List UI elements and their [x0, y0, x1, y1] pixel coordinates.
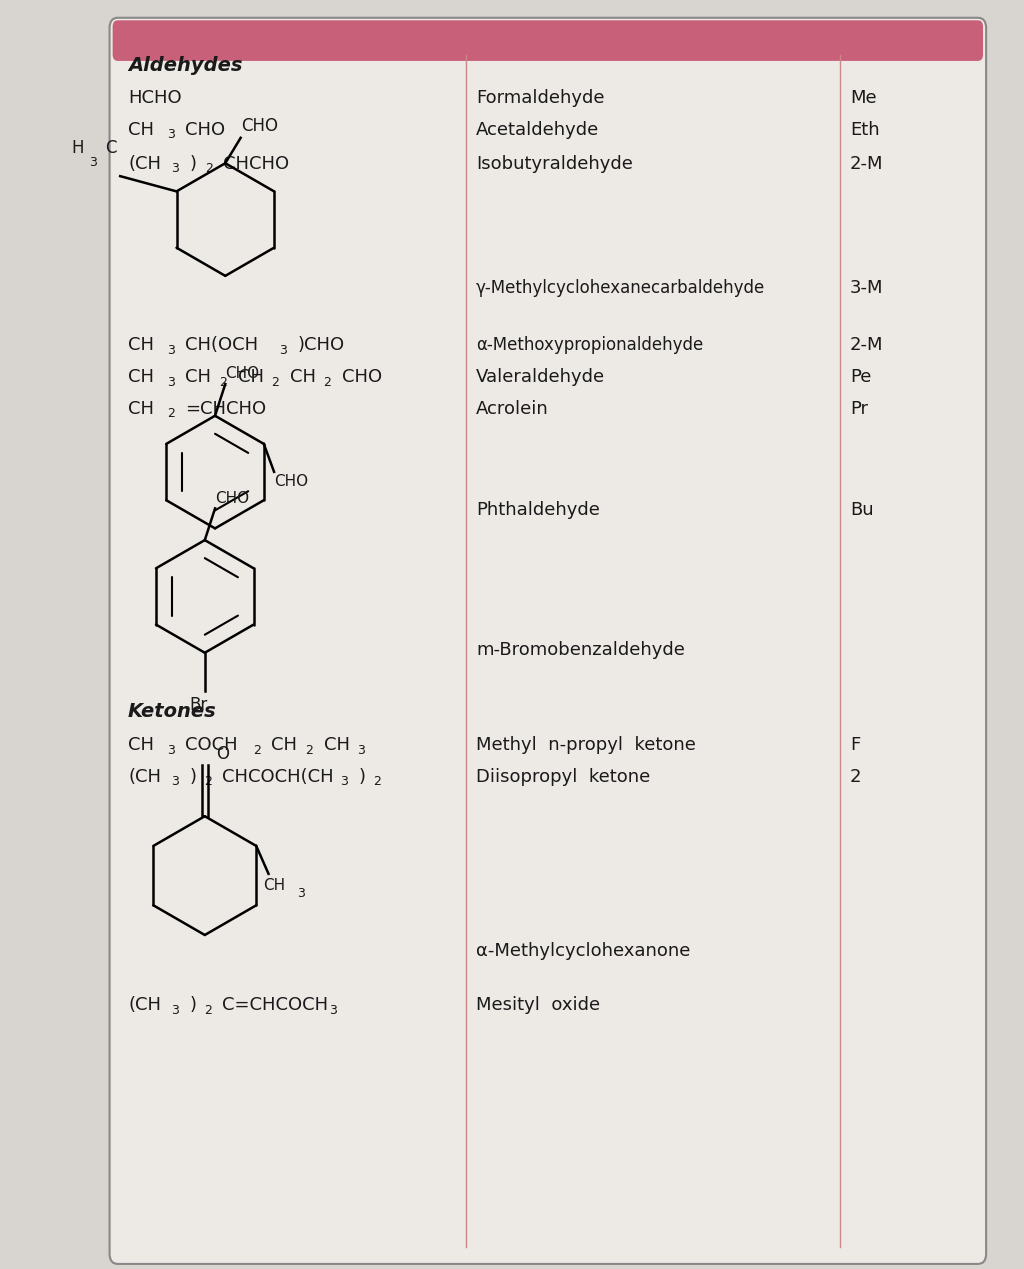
Text: Bu: Bu — [850, 501, 873, 519]
Text: 3: 3 — [357, 744, 366, 756]
Text: ): ) — [189, 996, 197, 1014]
Text: O: O — [216, 745, 229, 763]
Text: 2: 2 — [271, 376, 280, 388]
Text: F: F — [850, 736, 860, 754]
Text: Br: Br — [189, 695, 208, 714]
Text: 3: 3 — [167, 376, 175, 388]
Text: 2-M: 2-M — [850, 155, 884, 173]
Text: (CH: (CH — [128, 996, 161, 1014]
Text: HCHO: HCHO — [128, 89, 181, 107]
Text: Aldehydes: Aldehydes — [128, 56, 243, 75]
Text: ): ) — [189, 768, 197, 786]
Text: 2: 2 — [324, 376, 332, 388]
Text: 2: 2 — [204, 1004, 212, 1016]
Text: 2: 2 — [253, 744, 261, 756]
Text: CHCOCH(CH: CHCOCH(CH — [222, 768, 334, 786]
Text: Pr: Pr — [850, 400, 868, 418]
Text: 2: 2 — [373, 775, 381, 788]
FancyBboxPatch shape — [113, 20, 983, 61]
Text: m-Bromobenzaldehyde: m-Bromobenzaldehyde — [476, 641, 685, 659]
Text: Diisopropyl  ketone: Diisopropyl ketone — [476, 768, 650, 786]
Text: 3: 3 — [340, 775, 348, 788]
Text: Methyl  n-propyl  ketone: Methyl n-propyl ketone — [476, 736, 696, 754]
Text: Acetaldehyde: Acetaldehyde — [476, 121, 599, 138]
Text: 3: 3 — [280, 344, 288, 357]
Text: 3: 3 — [167, 744, 175, 756]
Text: C=CHCOCH: C=CHCOCH — [222, 996, 329, 1014]
Text: CHO: CHO — [274, 475, 308, 490]
Text: CHO: CHO — [185, 121, 225, 138]
Text: CHCHO: CHCHO — [223, 155, 290, 173]
Text: CH: CH — [185, 368, 211, 386]
Text: COCH: COCH — [185, 736, 238, 754]
Text: )CHO: )CHO — [298, 336, 345, 354]
Text: CHO: CHO — [215, 491, 249, 506]
Text: 3: 3 — [329, 1004, 337, 1016]
Text: 2: 2 — [167, 407, 175, 420]
Text: 3: 3 — [297, 887, 305, 900]
Text: CH: CH — [271, 736, 297, 754]
FancyBboxPatch shape — [110, 18, 986, 1264]
Text: CH(OCH: CH(OCH — [185, 336, 258, 354]
Text: 3: 3 — [171, 162, 179, 175]
Text: 2: 2 — [850, 768, 861, 786]
Text: CH: CH — [324, 736, 349, 754]
Text: ): ) — [358, 768, 366, 786]
Text: CH: CH — [128, 336, 154, 354]
Text: 3: 3 — [171, 775, 179, 788]
Text: CH: CH — [263, 878, 286, 892]
Text: Pe: Pe — [850, 368, 871, 386]
Text: ): ) — [189, 155, 197, 173]
Text: CH: CH — [128, 736, 154, 754]
Text: 2: 2 — [219, 376, 227, 388]
Text: α-Methoxypropionaldehyde: α-Methoxypropionaldehyde — [476, 336, 703, 354]
Text: =CHCHO: =CHCHO — [185, 400, 266, 418]
Text: CH: CH — [128, 121, 154, 138]
Text: H: H — [71, 140, 84, 157]
Text: 3: 3 — [167, 128, 175, 141]
Text: 2: 2 — [205, 162, 213, 175]
Text: 2: 2 — [305, 744, 313, 756]
Text: Isobutyraldehyde: Isobutyraldehyde — [476, 155, 633, 173]
Text: 2: 2 — [204, 775, 212, 788]
Text: Phthaldehyde: Phthaldehyde — [476, 501, 600, 519]
Text: CH: CH — [128, 400, 154, 418]
Text: CH: CH — [238, 368, 263, 386]
Text: 3-M: 3-M — [850, 279, 884, 297]
Text: CH: CH — [128, 368, 154, 386]
Text: γ-Methylcyclohexanecarbaldehyde: γ-Methylcyclohexanecarbaldehyde — [476, 279, 765, 297]
Text: Me: Me — [850, 89, 877, 107]
Text: 3: 3 — [167, 344, 175, 357]
Text: C: C — [104, 140, 117, 157]
Text: Valeraldehyde: Valeraldehyde — [476, 368, 605, 386]
Text: 2-M: 2-M — [850, 336, 884, 354]
Text: Acrolein: Acrolein — [476, 400, 549, 418]
Text: CHO: CHO — [241, 117, 278, 136]
Text: CHO: CHO — [342, 368, 382, 386]
Text: CHO: CHO — [225, 367, 259, 382]
Text: (CH: (CH — [128, 768, 161, 786]
Text: 3: 3 — [171, 1004, 179, 1016]
Text: 3: 3 — [89, 156, 97, 169]
Text: Formaldehyde: Formaldehyde — [476, 89, 604, 107]
Text: CH: CH — [290, 368, 315, 386]
Text: Eth: Eth — [850, 121, 880, 138]
Text: Ketones: Ketones — [128, 702, 217, 721]
Text: Mesityl  oxide: Mesityl oxide — [476, 996, 600, 1014]
Text: α-Methylcyclohexanone: α-Methylcyclohexanone — [476, 942, 690, 959]
Text: (CH: (CH — [128, 155, 161, 173]
